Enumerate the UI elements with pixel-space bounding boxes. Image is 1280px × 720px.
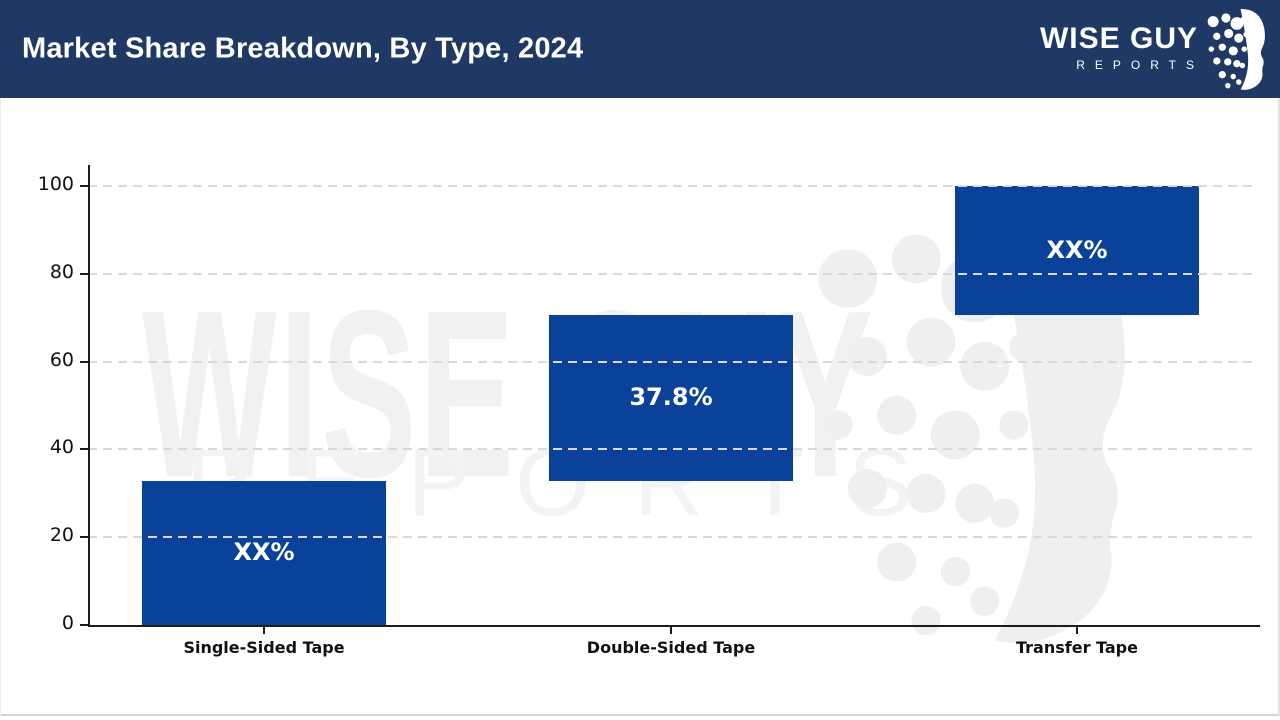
x-tick-0 — [263, 627, 265, 634]
x-category-label-2: Transfer Tape — [1016, 638, 1138, 657]
gridline-100 — [88, 185, 1258, 187]
bar-value-label-2: XX% — [1046, 235, 1108, 264]
page-title: Market Share Breakdown, By Type, 2024 — [22, 32, 584, 65]
gridline-40 — [88, 448, 1258, 451]
y-tick-label-0: 0 — [61, 612, 74, 634]
y-tick-label-40: 40 — [49, 436, 74, 459]
y-tick-label-80: 80 — [49, 260, 74, 283]
x-category-label-0: Single-Sided Tape — [183, 638, 345, 657]
gridline-80 — [88, 272, 1258, 275]
wiseguy-logo: WISE GUY REPORTS — [1020, 4, 1270, 94]
y-tick-40 — [80, 448, 88, 451]
logo-wiseguy-text: WISE GUY — [1039, 22, 1198, 55]
gridline-60 — [88, 360, 1258, 363]
y-tick-20 — [80, 536, 88, 539]
x-tick-1 — [670, 627, 672, 634]
page-left-border — [0, 98, 1, 716]
bar-value-label-0: XX% — [233, 538, 295, 566]
bar-value-label-1: 37.8% — [629, 383, 713, 412]
page-bottom-border — [0, 714, 1280, 716]
y-axis-line — [88, 165, 90, 627]
y-tick-0 — [80, 624, 88, 626]
gridline-20 — [88, 536, 1258, 539]
y-tick-label-60: 60 — [49, 348, 74, 371]
x-tick-2 — [1076, 627, 1078, 634]
y-tick-60 — [80, 360, 88, 363]
logo-face-icon — [1207, 8, 1265, 90]
bar-0 — [142, 481, 386, 625]
x-category-label-1: Double-Sided Tape — [586, 638, 756, 657]
y-tick-label-100: 100 — [37, 173, 74, 195]
logo-reports-text: REPORTS — [1076, 58, 1204, 72]
y-tick-100 — [80, 185, 88, 187]
y-tick-80 — [80, 272, 88, 275]
bar-1 — [549, 315, 793, 481]
y-tick-label-20: 20 — [49, 524, 74, 547]
page-right-border — [1278, 98, 1280, 716]
header-bar: Market Share Breakdown, By Type, 2024 WI… — [0, 0, 1280, 98]
x-axis-line — [88, 625, 1260, 627]
